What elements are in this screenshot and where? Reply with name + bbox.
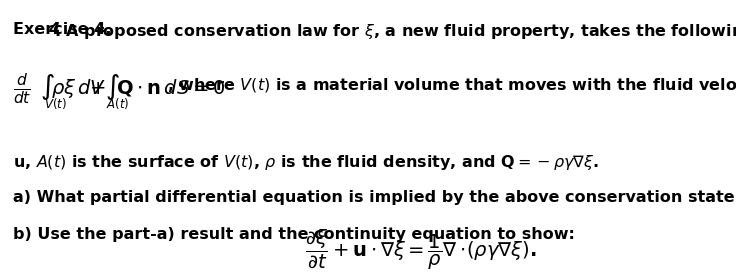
Text: . A proposed conservation law for $\xi$, a new fluid property, takes the followi: . A proposed conservation law for $\xi$,… <box>54 21 736 40</box>
Text: Exercise 4.: Exercise 4. <box>13 21 111 37</box>
Text: $\frac{d}{dt}$: $\frac{d}{dt}$ <box>13 71 32 106</box>
Text: $A(t)$: $A(t)$ <box>106 96 130 111</box>
Text: $\int\!\rho\xi\,dV$: $\int\!\rho\xi\,dV$ <box>40 72 106 102</box>
Text: $V(t)$: $V(t)$ <box>44 96 67 111</box>
Text: $\mathbf{u}$, $A(t)$ is the surface of $V(t)$, $\rho$ is the fluid density, and : $\mathbf{u}$, $A(t)$ is the surface of $… <box>13 153 599 172</box>
Text: b) Use the part-a) result and the continuity equation to show:: b) Use the part-a) result and the contin… <box>13 227 575 242</box>
Text: 4: 4 <box>48 21 59 37</box>
Text: $\dfrac{\partial\xi}{\partial t} + \mathbf{u}\cdot\nabla\xi = \dfrac{1}{\rho}\na: $\dfrac{\partial\xi}{\partial t} + \math… <box>305 227 537 271</box>
Text: $+\int\!\mathbf{Q}\cdot\mathbf{n}\,dS = 0$: $+\int\!\mathbf{Q}\cdot\mathbf{n}\,dS = … <box>89 72 226 102</box>
Text: , where $V(t)$ is a material volume that moves with the fluid velocity: , where $V(t)$ is a material volume that… <box>167 76 736 95</box>
Text: a) What partial differential equation is implied by the above conservation state: a) What partial differential equation is… <box>13 190 736 205</box>
